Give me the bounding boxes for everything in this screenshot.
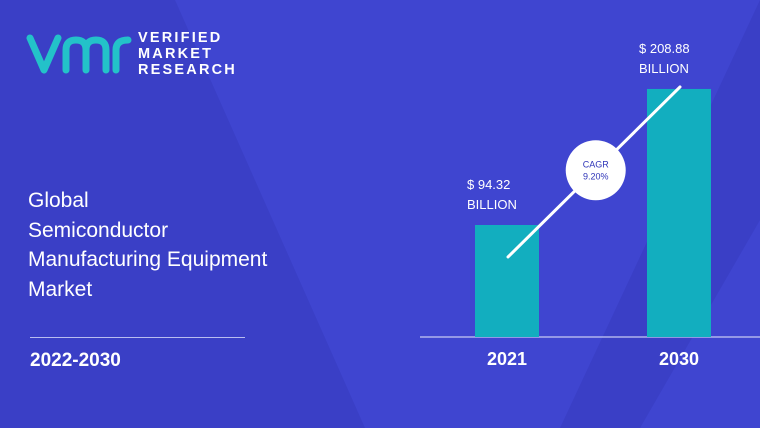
title-divider xyxy=(30,337,245,338)
title-line-2: Semiconductor xyxy=(28,218,169,242)
title-line-4: Market xyxy=(28,277,93,301)
x-tick-label-2030: 2030 xyxy=(659,349,699,369)
data-label-unit-2030: BILLION xyxy=(639,61,689,76)
cagr-value: 9.20% xyxy=(583,171,609,181)
cagr-badge xyxy=(565,140,626,201)
bar-2030 xyxy=(647,88,711,337)
background-v-left xyxy=(0,0,365,428)
report-title: Global Semiconductor Manufacturing Equip… xyxy=(28,186,267,304)
brand-logo: VERIFIED MARKET RESEARCH xyxy=(26,30,237,78)
title-line-1: Global xyxy=(28,189,89,212)
data-label-value-2030: $ 208.88 xyxy=(639,41,690,56)
brand-line-market: MARKET xyxy=(138,46,214,62)
forecast-period: 2022-2030 xyxy=(30,350,121,371)
x-tick-label-2021: 2021 xyxy=(487,349,527,369)
data-label-value-2021: $ 94.32 xyxy=(467,177,510,192)
data-label-unit-2021: BILLION xyxy=(467,197,517,212)
brand-wordmark: VERIFIED MARKET RESEARCH xyxy=(138,30,237,78)
bar-2021 xyxy=(475,224,539,337)
cagr-label: CAGR xyxy=(583,159,610,169)
vmr-logo-icon xyxy=(26,34,132,74)
brand-line-research: RESEARCH xyxy=(138,62,237,78)
brand-line-verified: VERIFIED xyxy=(138,30,223,46)
title-line-3: Manufacturing Equipment xyxy=(28,248,268,271)
